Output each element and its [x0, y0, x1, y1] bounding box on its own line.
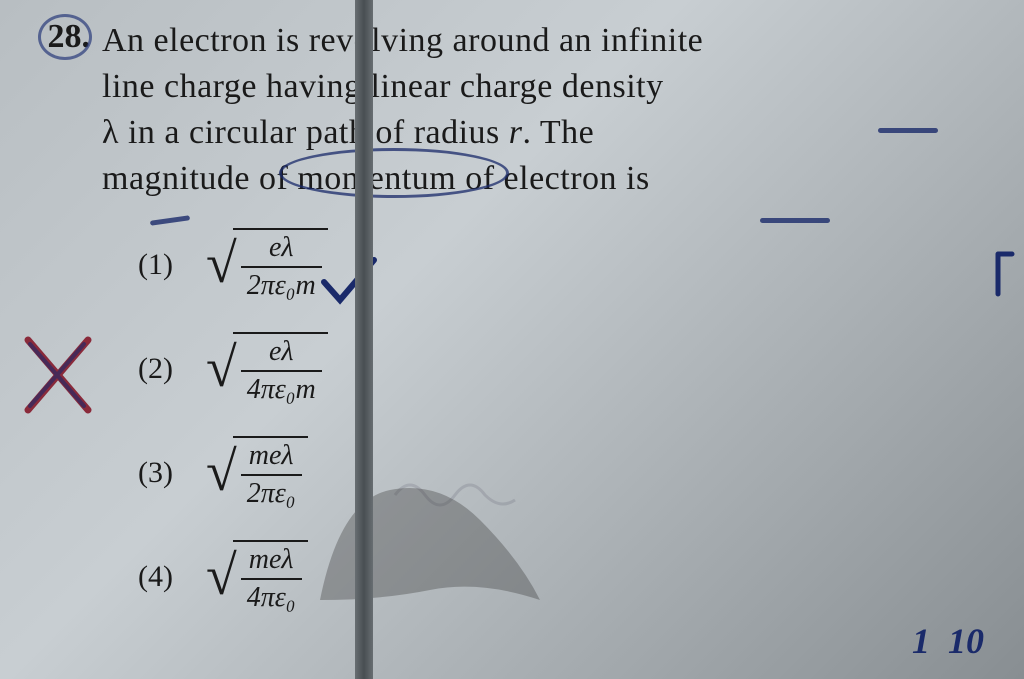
q-line3b: . The: [523, 114, 595, 151]
question-number: 28.: [30, 18, 90, 56]
option-4-label: (4): [138, 560, 186, 594]
option-1-label: (1): [138, 248, 186, 282]
option-3-label: (3): [138, 456, 186, 490]
option-3-den: 2πε₀: [241, 474, 302, 510]
pen-cross-icon: [18, 330, 98, 420]
option-2: (2) √ eλ 4πε₀m: [138, 332, 984, 406]
option-1-den: 2πε₀m: [241, 266, 322, 302]
pen-circle-momentum: [279, 148, 509, 198]
option-1-expr: √ eλ 2πε₀m: [206, 228, 328, 302]
question-text: An electron is revolving around an infin…: [102, 18, 984, 202]
option-2-num: eλ: [263, 336, 300, 370]
option-4: (4) √ meλ 4πε₀: [138, 540, 984, 614]
option-4-num: meλ: [243, 544, 300, 578]
page-binding: [355, 0, 373, 679]
options-list: (1) √ eλ 2πε₀m (2) √ eλ 4πε₀m: [138, 228, 984, 614]
margin-mark-top: [994, 250, 1018, 309]
margin-mark-bottom: 1 10: [912, 620, 984, 662]
option-2-label: (2): [138, 352, 186, 386]
page-content: 28. An electron is revolving around an i…: [0, 0, 1024, 664]
option-1-num: eλ: [263, 232, 300, 266]
q-line2: line charge having linear charge density: [102, 68, 664, 105]
pen-dash-2: [760, 218, 830, 223]
pen-circle-qnum: [38, 14, 92, 60]
q-line3-r: r: [509, 114, 523, 151]
pen-dash-3: [150, 215, 190, 226]
pen-dash-1: [878, 128, 938, 133]
q-line3a: λ in a circular path of radius: [102, 114, 509, 151]
q-emph-word: momentum: [297, 156, 456, 202]
option-3-num: meλ: [243, 440, 300, 474]
option-2-expr: √ eλ 4πε₀m: [206, 332, 328, 406]
option-2-den: 4πε₀m: [241, 370, 322, 406]
option-4-expr: √ meλ 4πε₀: [206, 540, 308, 614]
q-line1: An electron is revolving around an infin…: [102, 22, 703, 59]
question-block: 28. An electron is revolving around an i…: [30, 18, 984, 202]
watermark-shape: [300, 460, 560, 620]
option-1: (1) √ eλ 2πε₀m: [138, 228, 984, 302]
option-4-den: 4πε₀: [241, 578, 302, 614]
option-3-expr: √ meλ 2πε₀: [206, 436, 308, 510]
option-3: (3) √ meλ 2πε₀: [138, 436, 984, 510]
q-line4a: magnitude of: [102, 160, 297, 197]
